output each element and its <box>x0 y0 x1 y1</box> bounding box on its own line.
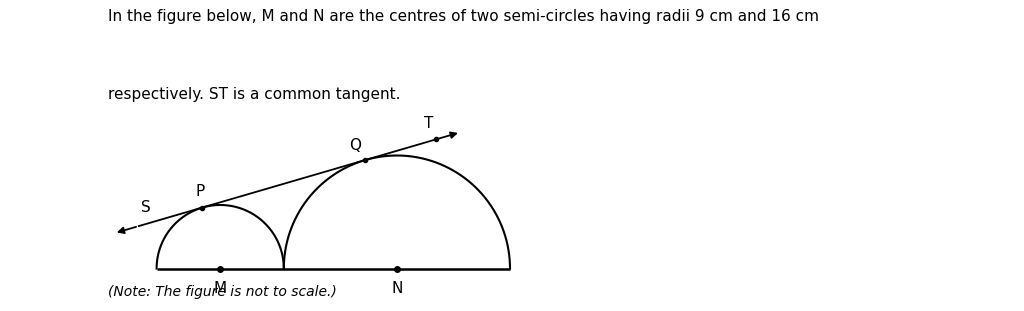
Text: M: M <box>214 281 226 296</box>
Text: N: N <box>391 281 402 296</box>
Text: (Note: The figure is not to scale.): (Note: The figure is not to scale.) <box>108 285 336 299</box>
Text: T: T <box>424 116 433 131</box>
Text: S: S <box>141 201 151 216</box>
Text: respectively. ST is a common tangent.: respectively. ST is a common tangent. <box>108 87 400 102</box>
Text: In the figure below, M and N are the centres of two semi-circles having radii 9 : In the figure below, M and N are the cen… <box>108 9 818 24</box>
Text: P: P <box>196 184 205 199</box>
Text: Q: Q <box>348 138 360 153</box>
